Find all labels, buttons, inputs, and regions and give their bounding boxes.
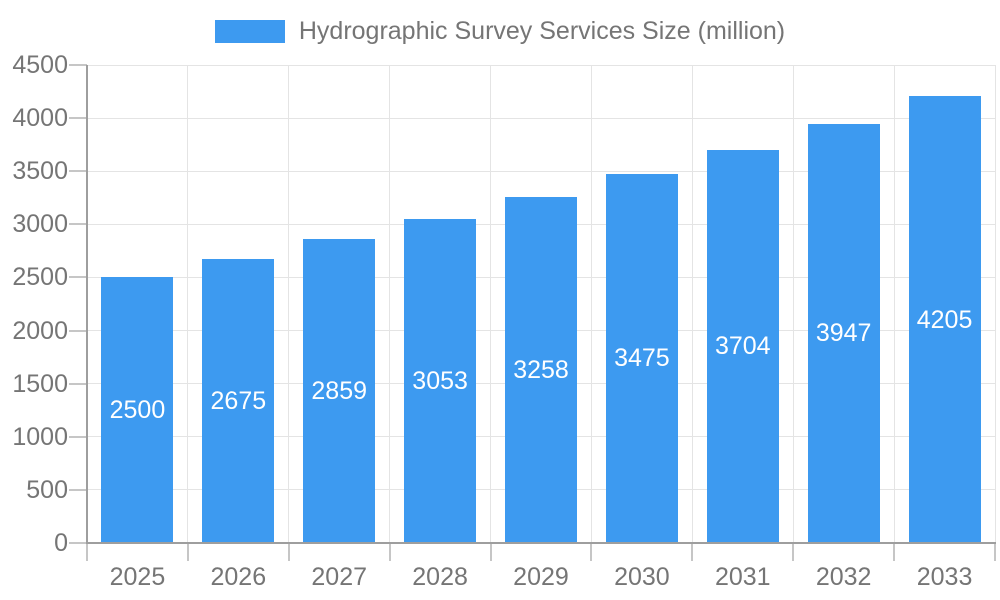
bar-value-label: 2500 [109, 396, 166, 425]
y-axis-tick-label: 500 [26, 475, 68, 504]
y-axis-tick [69, 64, 87, 66]
bar-value-label: 3947 [815, 319, 872, 348]
y-axis-tick-label: 4000 [12, 104, 68, 133]
vertical-gridline [389, 65, 391, 543]
x-axis-tick [893, 543, 896, 561]
y-axis-line [86, 65, 88, 543]
bar-2026[interactable] [202, 258, 275, 543]
x-axis-tick [792, 543, 795, 561]
bar-value-label: 3475 [614, 344, 670, 373]
bar-2030[interactable] [605, 173, 678, 543]
horizontal-gridline [87, 64, 995, 66]
bar-2025[interactable] [101, 277, 174, 543]
y-axis-tick-label: 1500 [12, 369, 68, 398]
horizontal-gridline [87, 117, 995, 119]
y-axis-tick-label: 2500 [12, 263, 68, 292]
x-axis-tick-label: 2025 [109, 563, 166, 591]
bar-value-label: 3258 [513, 355, 569, 384]
vertical-gridline [288, 65, 290, 543]
y-axis-tick [69, 488, 87, 491]
y-axis-tick [69, 117, 87, 120]
y-axis-tick [69, 382, 87, 385]
vertical-gridline [187, 65, 189, 543]
vertical-gridline [590, 65, 592, 543]
y-axis-tick-label: 3000 [12, 210, 68, 239]
x-axis-tick-label: 2030 [614, 563, 670, 591]
bar-2029[interactable] [505, 196, 577, 543]
legend-color-swatch [214, 20, 285, 43]
bar-2033[interactable] [908, 96, 981, 543]
x-axis-tick [186, 543, 189, 561]
x-axis-tick [388, 543, 391, 561]
bar-value-label: 3704 [714, 332, 771, 361]
y-axis-tick [69, 276, 87, 279]
x-axis-line [86, 542, 996, 544]
y-axis-tick [69, 542, 87, 544]
x-axis-tick [287, 543, 290, 561]
y-axis-tick-label: 3500 [12, 157, 68, 186]
x-axis-tick [691, 543, 694, 561]
x-axis-tick [86, 543, 88, 561]
y-axis-tick-label: 2000 [12, 316, 68, 345]
bar-2031[interactable] [706, 149, 779, 543]
bar-2028[interactable] [404, 218, 477, 543]
bar-value-label: 2859 [311, 377, 368, 406]
bar-value-label: 3053 [412, 366, 468, 395]
x-axis-tick [994, 543, 996, 561]
bar-value-label: 2675 [210, 386, 267, 415]
vertical-gridline [893, 65, 895, 543]
x-axis-tick-label: 2031 [714, 563, 771, 591]
bar-2032[interactable] [807, 123, 880, 543]
y-axis-tick [69, 223, 87, 226]
y-axis-tick-label: 0 [54, 529, 68, 557]
y-axis-tick-label: 1000 [12, 422, 68, 451]
vertical-gridline [792, 65, 794, 543]
vertical-gridline [691, 65, 693, 543]
x-axis-tick [590, 543, 593, 561]
x-axis-tick-label: 2033 [916, 563, 973, 591]
bar-value-label: 4205 [916, 305, 973, 334]
bar-2027[interactable] [303, 239, 376, 543]
horizontal-gridline [87, 170, 995, 172]
vertical-gridline [490, 65, 492, 543]
vertical-gridline [994, 65, 996, 543]
x-axis-tick [489, 543, 492, 561]
y-axis-tick [69, 170, 87, 173]
chart-legend[interactable]: Hydrographic Survey Services Size (milli… [0, 17, 1000, 46]
x-axis-tick-label: 2032 [815, 563, 872, 591]
y-axis-tick [69, 329, 87, 332]
x-axis-tick-label: 2028 [412, 563, 468, 591]
y-axis-tick [69, 435, 87, 438]
x-axis-tick-label: 2026 [210, 563, 267, 591]
y-axis-tick-label: 4500 [12, 51, 68, 79]
x-axis-tick-label: 2027 [311, 563, 368, 591]
x-axis-tick-label: 2029 [513, 563, 569, 591]
legend-label: Hydrographic Survey Services Size (milli… [298, 17, 786, 45]
